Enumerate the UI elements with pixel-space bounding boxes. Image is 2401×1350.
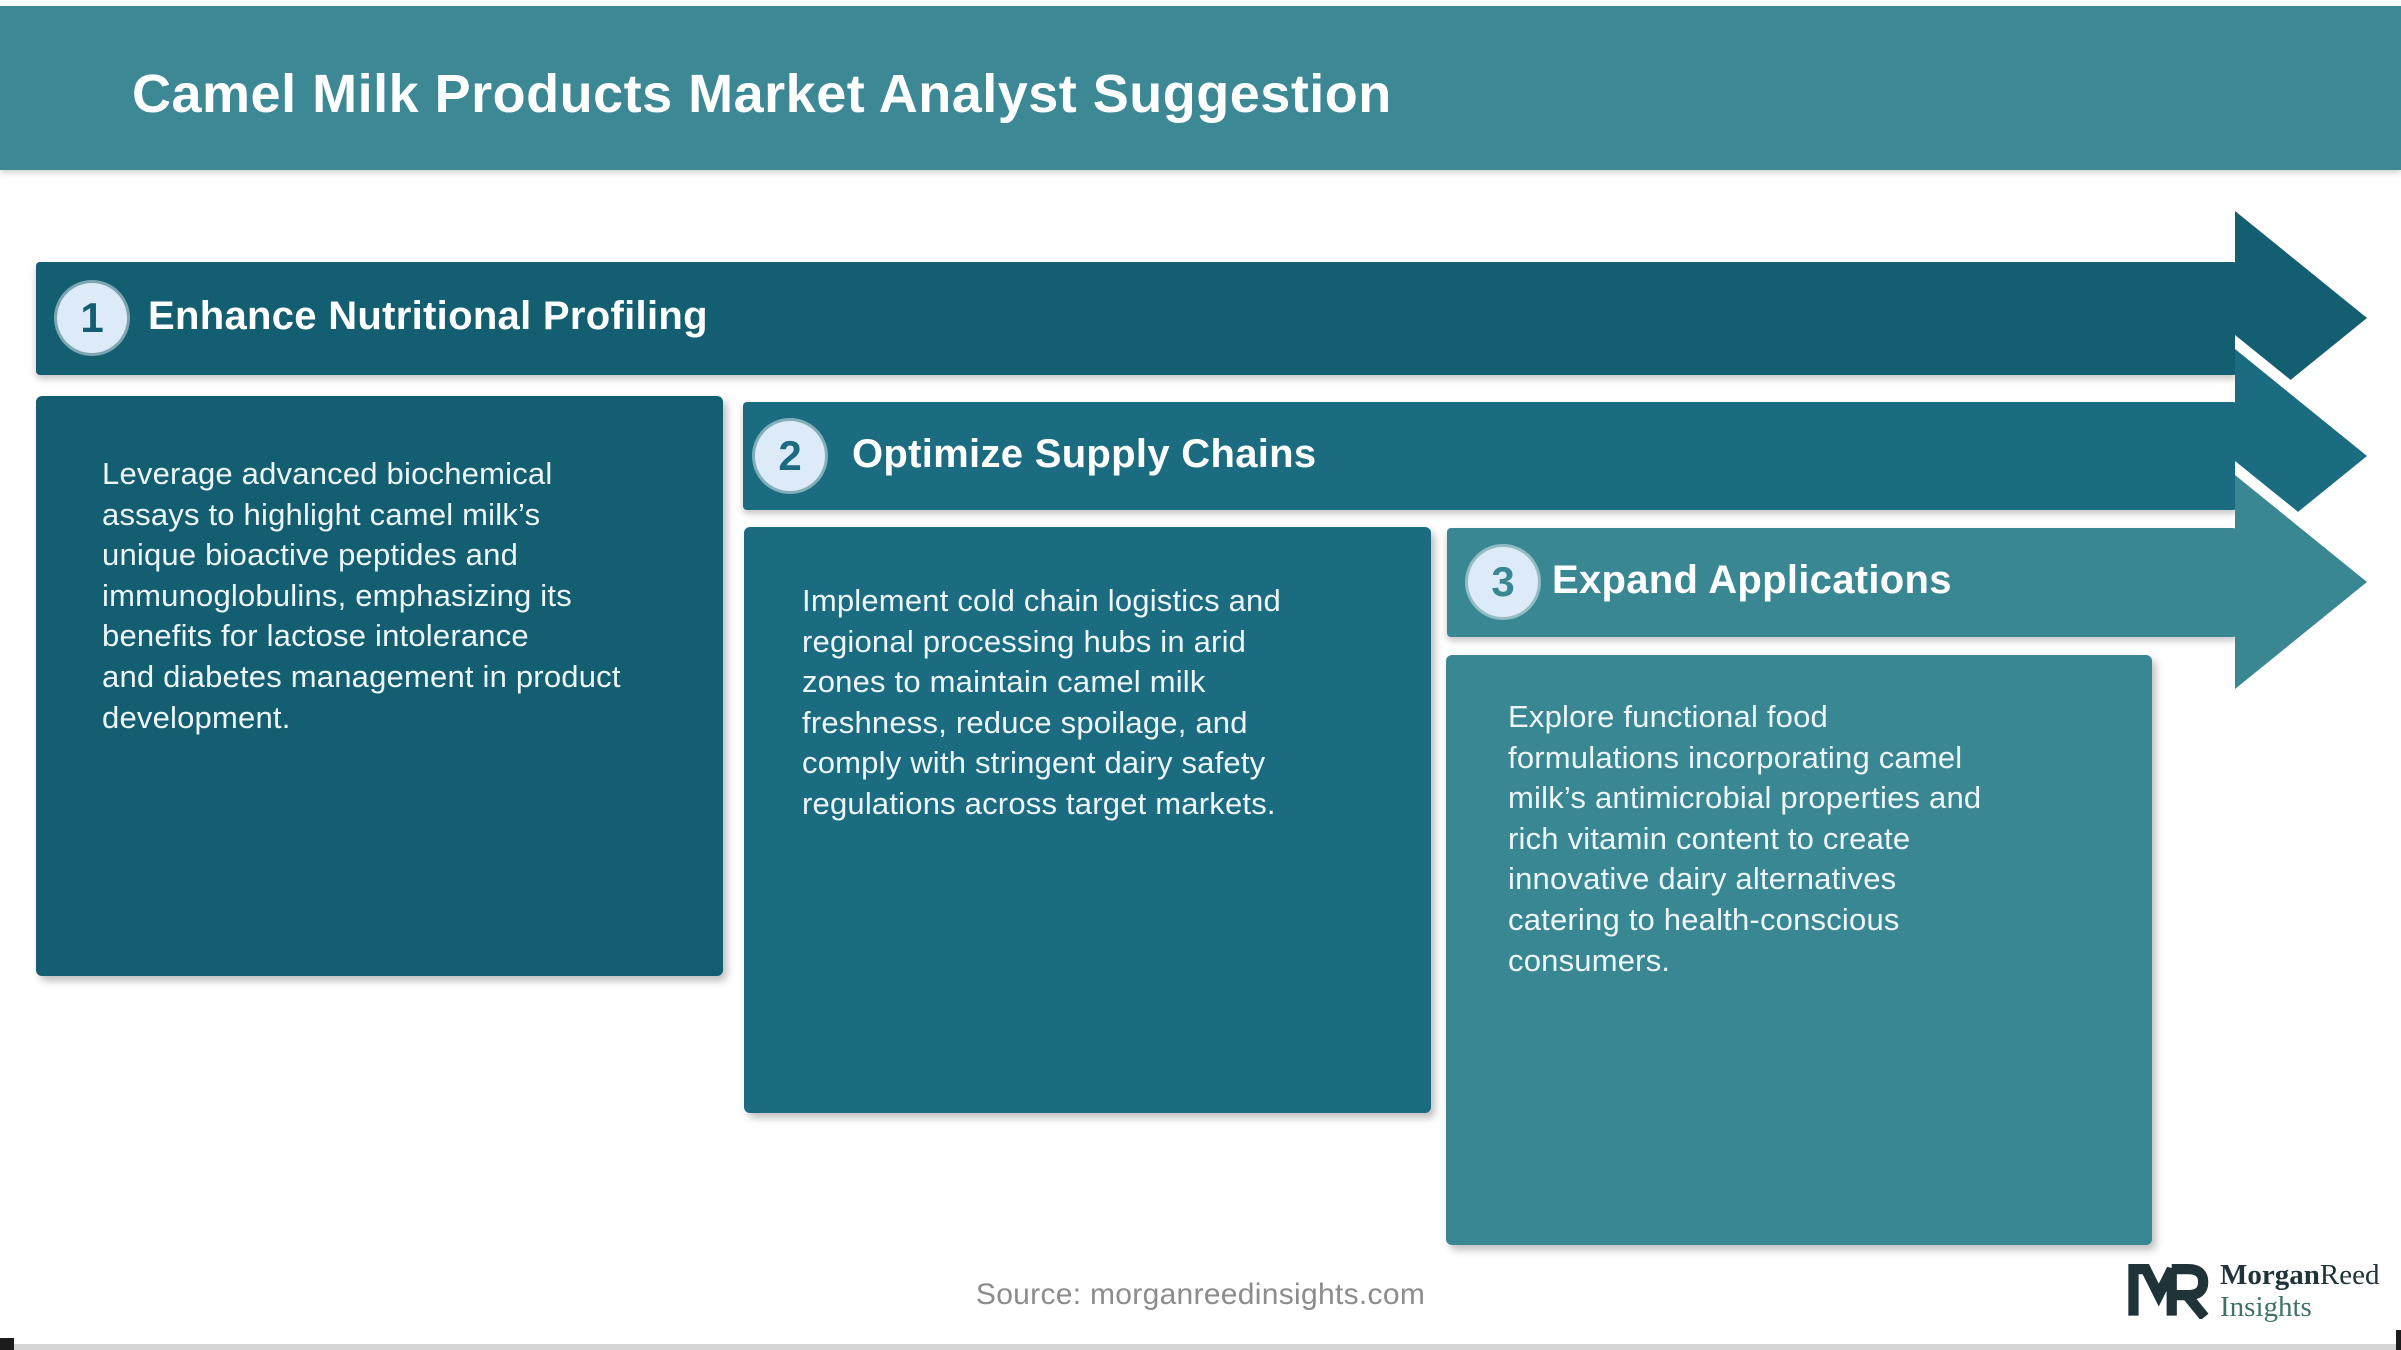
step-2-description: Implement cold chain logistics and regio…: [802, 583, 1281, 822]
bottom-left-mark: [0, 1338, 14, 1350]
brand-logo-text: MorganReed Insights: [2220, 1258, 2380, 1323]
brand-tagline: Insights: [2220, 1290, 2312, 1323]
brand-name-regular: Reed: [2319, 1258, 2380, 1291]
step-1-number: 1: [80, 294, 104, 341]
step-3-description-box: Explore functional food formulations inc…: [1446, 655, 2152, 1245]
step-3-number: 3: [1491, 558, 1515, 605]
step-1-arrow-bar: [36, 262, 2237, 375]
step-2-number: 2: [778, 432, 802, 479]
step-1-description-box: Leverage advanced biochemical assays to …: [36, 396, 723, 976]
step-2-description-box: Implement cold chain logistics and regio…: [744, 527, 1431, 1113]
bottom-divider: [0, 1344, 2401, 1350]
source-text: Source: morganreedinsights.com: [975, 1278, 1426, 1311]
brand-name: MorganReed: [2220, 1258, 2380, 1291]
step-1-description: Leverage advanced biochemical assays to …: [102, 456, 621, 735]
header-banner: Camel Milk Products Market Analyst Sugge…: [0, 6, 2401, 170]
step-3-number-badge: 3: [1468, 547, 1538, 617]
page-title: Camel Milk Products Market Analyst Sugge…: [132, 64, 1392, 124]
step-2-title: Optimize Supply Chains: [852, 432, 1317, 476]
brand-name-bold: Morgan: [2220, 1258, 2320, 1291]
step-3-title: Expand Applications: [1552, 558, 1952, 602]
step-3-arrow-bar: [1447, 528, 2237, 637]
bottom-right-mark: [2396, 1330, 2401, 1350]
step-1-number-badge: 1: [57, 283, 127, 353]
step-2-arrow-bar: [743, 402, 2237, 510]
step-1-title: Enhance Nutritional Profiling: [148, 294, 708, 338]
brand-logo: MorganReed Insights: [2128, 1256, 2398, 1326]
mr-monogram-icon: [2128, 1264, 2209, 1319]
step-2-number-badge: 2: [755, 421, 825, 491]
step-3-arrow-head-icon: [2235, 461, 2385, 703]
step-3-description: Explore functional food formulations inc…: [1508, 699, 1982, 978]
